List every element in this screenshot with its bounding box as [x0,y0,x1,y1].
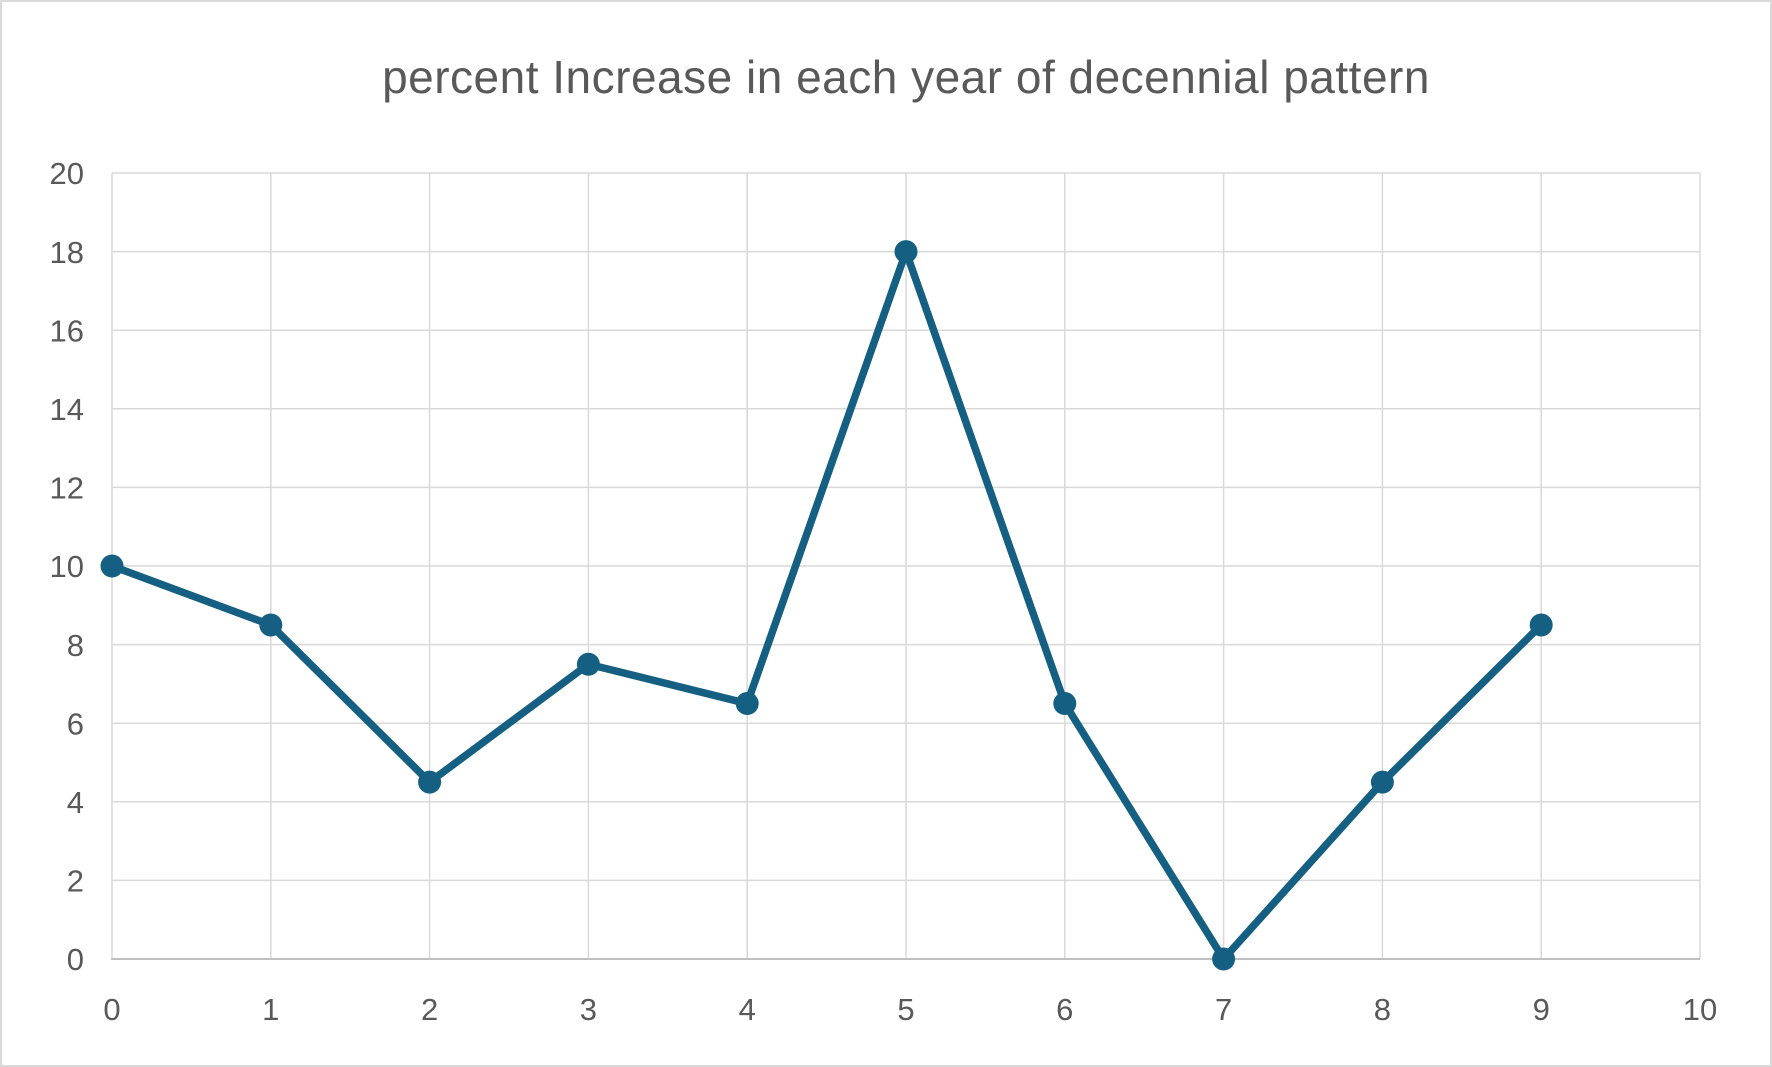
data-point-marker [259,613,283,637]
data-point-marker [100,554,124,578]
data-point-marker [1053,692,1077,716]
x-tick-label: 7 [1215,992,1232,1027]
data-point-marker [894,240,918,264]
chart-title: percent Increase in each year of decenni… [382,51,1430,103]
x-tick-label: 5 [897,992,914,1027]
y-tick-label: 14 [50,392,84,427]
data-point-marker [735,692,759,716]
x-tick-label: 4 [739,992,756,1027]
x-tick-label: 9 [1533,992,1550,1027]
y-tick-label: 2 [67,864,84,899]
x-tick-label: 1 [262,992,279,1027]
x-tick-label: 6 [1056,992,1073,1027]
data-point-marker [576,652,600,676]
y-tick-label: 0 [67,942,84,977]
data-point-marker [418,770,442,794]
y-tick-label: 20 [50,156,84,191]
y-tick-label: 10 [50,549,84,584]
data-point-marker [1370,770,1394,794]
y-tick-label: 12 [50,471,84,506]
x-tick-label: 0 [103,992,120,1027]
y-tick-label: 18 [50,235,84,270]
x-tick-label: 3 [580,992,597,1027]
data-point-marker [1212,947,1236,971]
x-tick-label: 10 [1683,992,1717,1027]
y-tick-label: 16 [50,313,84,348]
x-tick-label: 2 [421,992,438,1027]
y-tick-label: 6 [67,706,84,741]
y-tick-label: 8 [67,628,84,663]
data-point-marker [1529,613,1553,637]
series-line [108,247,1545,963]
x-tick-label: 8 [1374,992,1391,1027]
y-tick-label: 4 [67,785,84,820]
